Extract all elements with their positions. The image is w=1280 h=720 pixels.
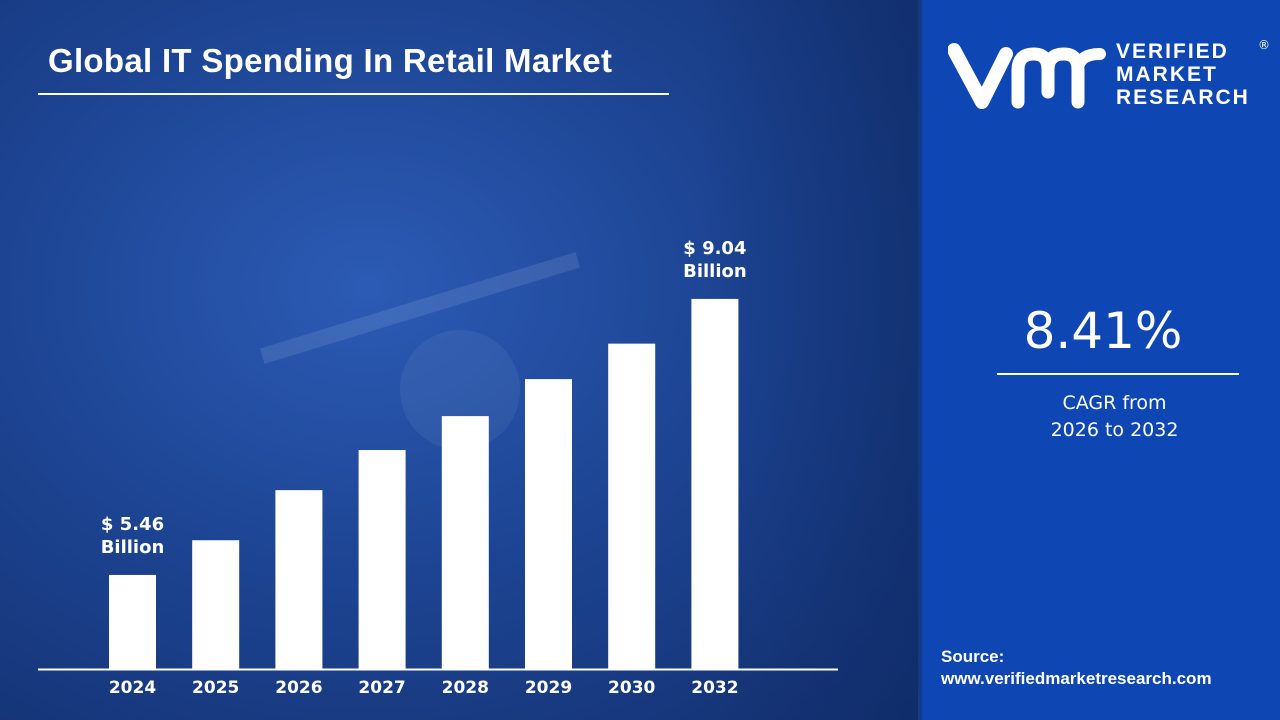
cagr-divider: [997, 373, 1239, 375]
data-label-2024: $ 5.46 Billion: [73, 513, 193, 559]
x-tick-label-2025: 2025: [192, 678, 239, 698]
bar-2032: [691, 298, 739, 669]
data-label-unit: Billion: [100, 536, 165, 558]
data-label-unit: Billion: [683, 260, 747, 282]
x-tick-label-2029: 2029: [525, 678, 572, 698]
bar-2029: [525, 379, 572, 669]
source-note: Source: www.verifiedmarketresearch.com: [941, 646, 1212, 690]
bar-2027: [358, 450, 406, 669]
data-label-2032: $ 9.04 Billion: [655, 237, 775, 283]
x-tick-label-2032: 2032: [691, 678, 738, 698]
bar-2030: [608, 343, 656, 669]
vmr-logo-icon: [948, 43, 1106, 109]
x-tick-label-2027: 2027: [358, 678, 405, 698]
source-url[interactable]: www.verifiedmarketresearch.com: [941, 669, 1212, 688]
registered-mark: ®: [1258, 38, 1270, 52]
data-label-value: $ 5.46: [100, 513, 165, 535]
x-tick-label-2030: 2030: [608, 678, 655, 698]
source-label: Source:: [941, 647, 1005, 666]
brand-line-3: RESEARCH: [1116, 86, 1250, 109]
title-underline: [38, 93, 669, 95]
brand-line-2: MARKET: [1116, 63, 1218, 86]
bar-2028: [441, 416, 489, 669]
cagr-value: 8.41%: [1023, 302, 1183, 360]
data-label-value: $ 9.04: [683, 237, 747, 259]
x-tick-label-2024: 2024: [109, 678, 156, 698]
x-tick-label-2028: 2028: [442, 678, 489, 698]
x-tick-label-2026: 2026: [275, 678, 322, 698]
bar-2026: [275, 490, 323, 669]
cagr-label-line-2: 2026 to 2032: [1050, 419, 1179, 441]
bar-2025: [192, 540, 240, 669]
bar-2024: [109, 574, 156, 669]
brand-wordmark: VERIFIED MARKET RESEARCH: [1116, 40, 1250, 109]
cagr-label-line-1: CAGR from: [1062, 392, 1167, 414]
cagr-label: CAGR from 2026 to 2032: [922, 390, 1280, 444]
bar-chart: 2024 2025 2026 2027 2028 2029 2030 2032: [38, 298, 838, 698]
chart-title: Global IT Spending In Retail Market: [48, 42, 613, 79]
info-panel: VERIFIED MARKET RESEARCH ® 8.41% CAGR fr…: [918, 0, 1280, 720]
brand-line-1: VERIFIED: [1116, 40, 1229, 63]
